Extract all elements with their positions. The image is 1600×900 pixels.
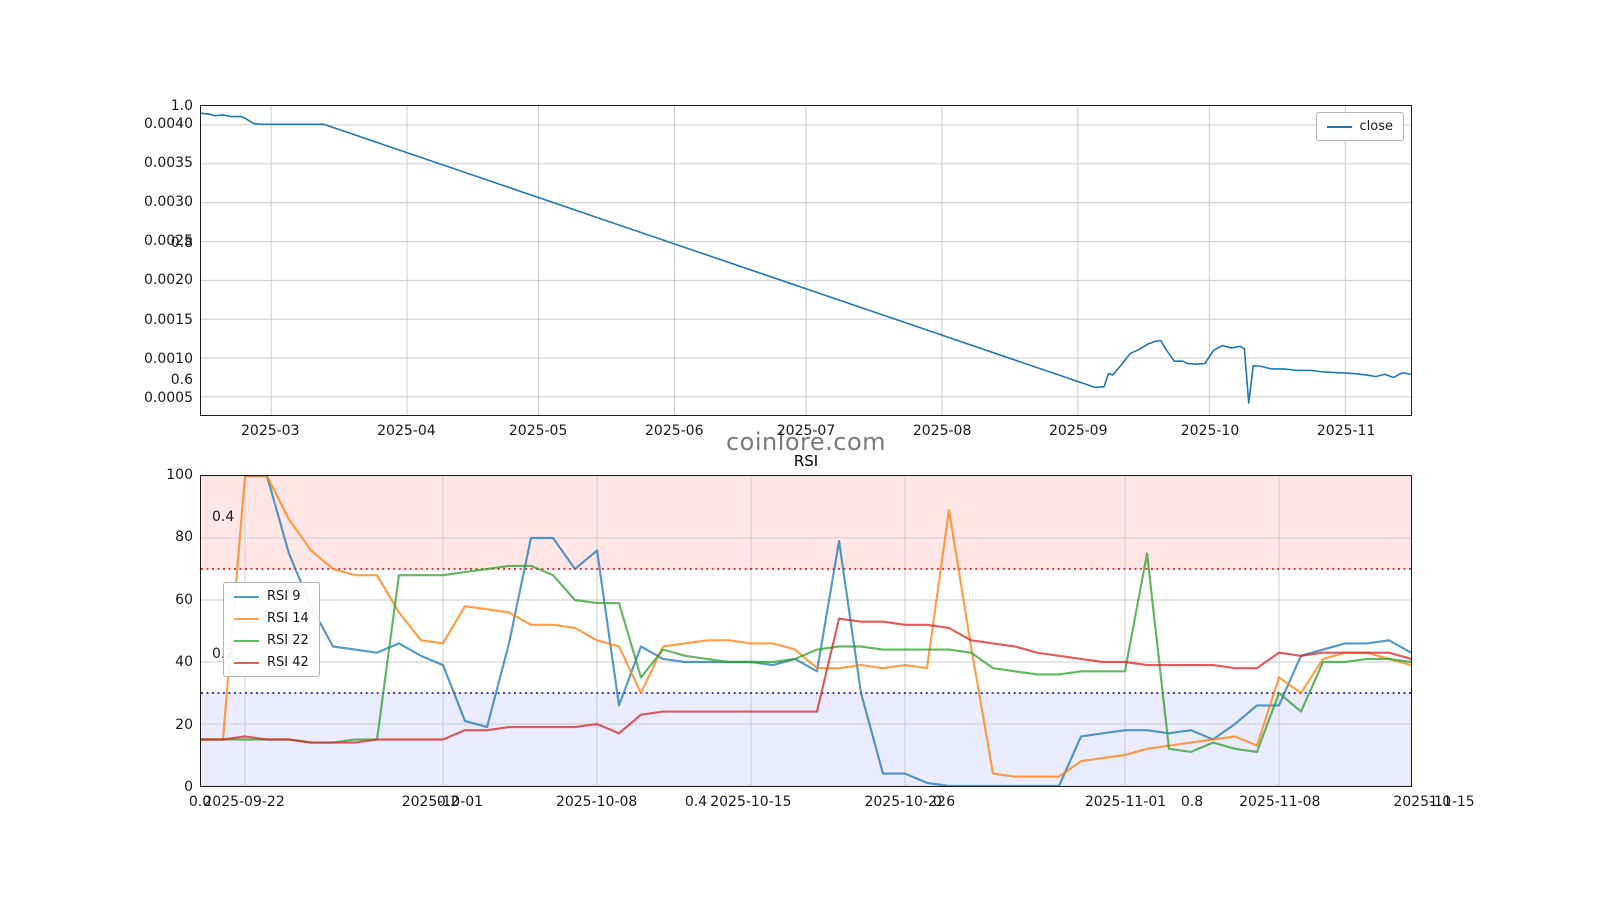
legend-label: RSI 14 [267, 611, 309, 626]
watermark: coinlore.com [725, 428, 887, 456]
rsi-xtick-label: 2025-10-22 [864, 794, 946, 810]
band [201, 476, 1411, 569]
rsi-xtick-label: 2025-11-08 [1239, 794, 1321, 810]
legend-entry: RSI 42 [234, 655, 309, 670]
rsi-xtick-label: 2025-09-22 [203, 794, 285, 810]
price-ytick-label: 0.0040 [144, 116, 193, 133]
legend-line-swatch [234, 617, 259, 620]
price-axes: close [200, 105, 1412, 416]
rsi-ytick-label: 0 [184, 779, 193, 795]
price-plot [201, 106, 1411, 415]
series-RSI 9 [243, 476, 1411, 786]
rsi-ytick-label: 80 [175, 529, 193, 546]
price-ytick-label: 0.0015 [144, 311, 193, 328]
stray-xtick-label: 0.6 [932, 794, 956, 810]
rsi-ytick-label: 20 [175, 716, 193, 733]
rsi-xtick-label: 2025-10-08 [555, 794, 638, 810]
price-ytick-label: 0.0030 [144, 194, 193, 211]
series-close [201, 112, 1411, 404]
legend-line-swatch [234, 661, 259, 664]
legend-entry: RSI 9 [234, 589, 309, 604]
legend-entry: close [1326, 119, 1393, 134]
legend-label: RSI 9 [267, 589, 301, 604]
stray-ytick-label: 0.6 [170, 372, 193, 388]
legend-line-swatch [234, 595, 259, 598]
price-ytick-label: 0.0010 [144, 350, 193, 367]
rsi-legend: RSI 9 RSI 14 RSI 22 RSI 42 [223, 582, 320, 677]
rsi-axes: RSI 9 RSI 14 RSI 22 RSI 42 [200, 475, 1412, 787]
stray-xtick-label: 0.0 [188, 794, 212, 810]
legend-label: RSI 22 [267, 633, 309, 648]
rsi-plot [201, 476, 1411, 786]
stray-xtick-label: 0.8 [1180, 794, 1204, 810]
price-legend: close [1315, 112, 1404, 141]
rsi-ytick-label: 100 [166, 467, 193, 483]
legend-label: close [1359, 119, 1393, 134]
legend-entry: RSI 22 [234, 633, 309, 648]
series-RSI 14 [201, 476, 1411, 778]
stray-ytick-label: 0.8 [170, 235, 193, 251]
rsi-xtick-label: 2025-11-01 [1084, 794, 1167, 810]
rsi-xtick-label: 2025-11-15 [1393, 794, 1475, 810]
stray-xtick-label: 0.2 [436, 794, 460, 810]
series-RSI 42 [201, 617, 1411, 744]
rsi-ytick-label: 40 [175, 654, 193, 671]
series-RSI 22 [201, 552, 1411, 754]
stray-xtick-label: 0.4 [684, 794, 708, 810]
rsi-ytick-label: 60 [175, 591, 193, 608]
rsi-chart-title: RSI [793, 452, 819, 470]
rsi-xtick-label: 2025-10-01 [401, 794, 484, 810]
legend-line-swatch [1326, 125, 1352, 128]
legend-entry: RSI 14 [234, 611, 309, 626]
price-ytick-label: 0.0025 [144, 233, 193, 250]
legend-line-swatch [234, 639, 259, 642]
stray-xtick-label: 1.0 [1428, 794, 1452, 810]
legend-label: RSI 42 [267, 655, 309, 670]
rsi-xtick-label: 2025-10-15 [710, 794, 792, 810]
stray-ytick-label: 1.0 [170, 98, 193, 114]
price-ytick-label: 0.0020 [144, 272, 193, 289]
price-ytick-label: 0.0005 [144, 389, 193, 406]
price-ytick-label: 0.0035 [144, 155, 193, 172]
